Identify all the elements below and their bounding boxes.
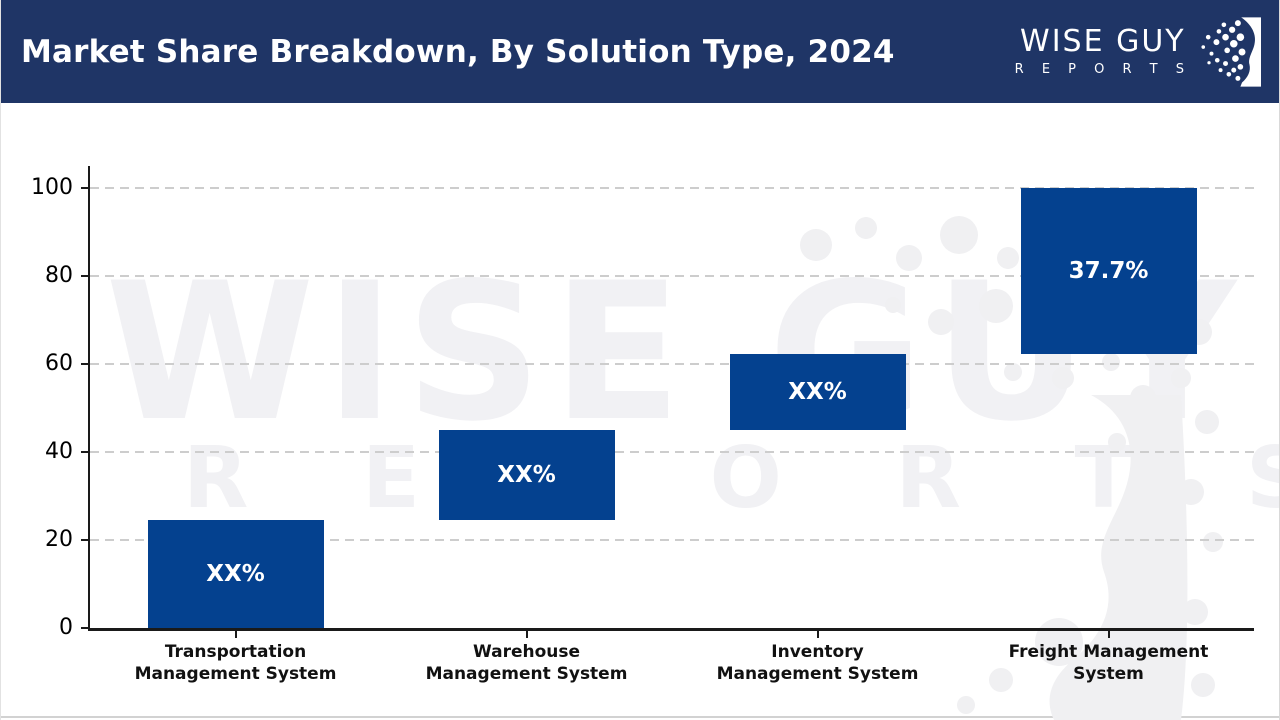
bar-value-label: XX%: [206, 560, 265, 587]
logo-wordmark: WISE GUY: [1020, 24, 1186, 59]
x-category-line: Warehouse: [472, 642, 581, 662]
x-category-line: Freight Management: [1008, 642, 1209, 662]
x-category-line: Transportation: [164, 642, 307, 662]
logo-text: WISE GUY R E P O R T S: [1014, 24, 1191, 77]
bar-segment: [1020, 188, 1197, 354]
wiseguy-logo: WISE GUY R E P O R T S: [1014, 16, 1261, 87]
x-category-label: Inventory Management System: [658, 641, 978, 685]
x-category-line: Management System: [716, 664, 919, 684]
gridline: [90, 539, 1254, 541]
x-category-line: Management System: [134, 664, 337, 684]
y-tick-label: 100: [31, 175, 73, 200]
y-tick-mark: [81, 627, 90, 629]
y-tick-mark: [81, 451, 90, 453]
y-tick-mark: [81, 539, 90, 541]
bar-segment: [729, 353, 906, 431]
y-tick-label: 40: [45, 439, 73, 464]
watermark-subtitle: R E P O R T S: [183, 429, 1280, 528]
bar-value-label: 37.7%: [1068, 257, 1149, 284]
bar-value-label: XX%: [497, 462, 556, 489]
x-tick-mark: [234, 631, 237, 638]
y-tick-label: 60: [45, 351, 73, 376]
y-axis-line: [88, 166, 90, 631]
x-category-label: Transportation Management System: [76, 641, 396, 685]
x-category-label: Warehouse Management System: [367, 641, 687, 685]
x-category-line: Management System: [425, 664, 628, 684]
page-title: Market Share Breakdown, By Solution Type…: [21, 33, 895, 70]
bar-value-label: XX%: [788, 379, 847, 406]
x-tick-mark: [1107, 631, 1110, 638]
y-tick-label: 20: [45, 527, 73, 552]
x-axis-line: [88, 628, 1254, 631]
logo-face-icon: [1201, 16, 1261, 87]
y-tick-label: 0: [59, 615, 73, 640]
x-category-line: System: [1073, 664, 1144, 684]
y-tick-mark: [81, 187, 90, 189]
header: Market Share Breakdown, By Solution Type…: [1, 0, 1279, 103]
gridline: [90, 451, 1254, 453]
bar-segment: [438, 430, 615, 520]
x-tick-mark: [525, 631, 528, 638]
gridline: [90, 363, 1254, 365]
x-category-line: Inventory: [771, 642, 864, 662]
bar-segment: [147, 519, 324, 628]
y-tick-mark: [81, 363, 90, 365]
logo-subtitle: R E P O R T S: [1014, 62, 1191, 77]
x-category-label: Freight Management System: [949, 641, 1269, 685]
x-tick-mark: [816, 631, 819, 638]
gridline: [90, 187, 1254, 189]
gridline: [90, 275, 1254, 277]
watermark-face-pattern: [800, 215, 1223, 720]
y-tick-mark: [81, 275, 90, 277]
y-tick-label: 80: [45, 263, 73, 288]
